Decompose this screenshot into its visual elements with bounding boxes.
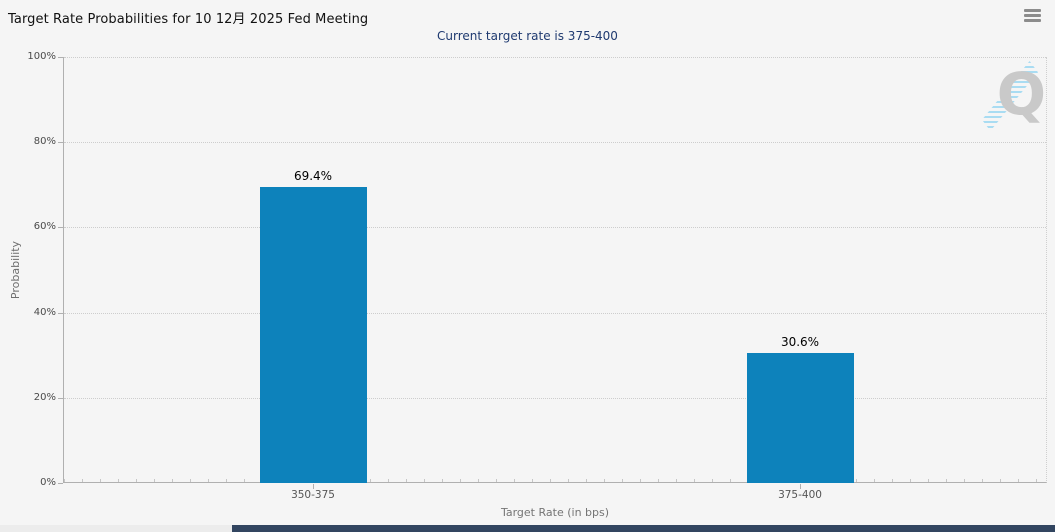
x-tick-mark <box>800 484 801 489</box>
x-tick-label: 350-375 <box>291 489 335 501</box>
y-tick-label: 20% <box>33 391 56 403</box>
horizontal-scrollbar-track[interactable] <box>0 525 1055 532</box>
gridline <box>64 312 1046 314</box>
probability-bar <box>746 352 854 483</box>
hamburger-menu-icon[interactable] <box>1024 9 1042 24</box>
chart-title: Target Rate Probabilities for 10 12月 202… <box>8 12 369 27</box>
gridline <box>64 397 1046 399</box>
y-tick-mark <box>58 227 63 229</box>
quikstrike-watermark: Q <box>982 61 1046 131</box>
horizontal-scrollbar-thumb[interactable] <box>232 525 1055 532</box>
current-target-rate-label: Current target rate is 375-400 <box>437 29 618 43</box>
x-axis-title: Target Rate (in bps) <box>500 506 610 519</box>
probability-bar <box>259 187 367 483</box>
bar-value-label: 30.6% <box>780 334 820 349</box>
x-tick-mark <box>313 484 314 489</box>
y-tick-label: 100% <box>27 51 56 62</box>
y-tick-mark <box>58 483 63 484</box>
y-tick-mark <box>58 142 63 144</box>
plot-area <box>63 57 1047 483</box>
y-tick-label: 80% <box>33 136 56 148</box>
y-tick-label: 40% <box>33 306 56 318</box>
hamburger-bar <box>1024 19 1041 22</box>
watermark-q-letter: Q <box>996 60 1046 128</box>
gridline <box>64 142 1046 144</box>
y-axis-title: Probability <box>9 240 22 300</box>
y-tick-mark <box>58 312 63 314</box>
gridline <box>64 57 1046 58</box>
y-tick-mark <box>58 57 63 58</box>
y-tick-mark <box>58 397 63 399</box>
x-tick-label: 375-400 <box>778 489 822 501</box>
y-tick-label: 0% <box>40 477 56 488</box>
hamburger-bar <box>1024 14 1041 17</box>
gridline <box>64 227 1046 229</box>
bar-value-label: 69.4% <box>293 169 333 184</box>
y-tick-label: 60% <box>33 221 56 233</box>
hamburger-bar <box>1024 9 1041 12</box>
